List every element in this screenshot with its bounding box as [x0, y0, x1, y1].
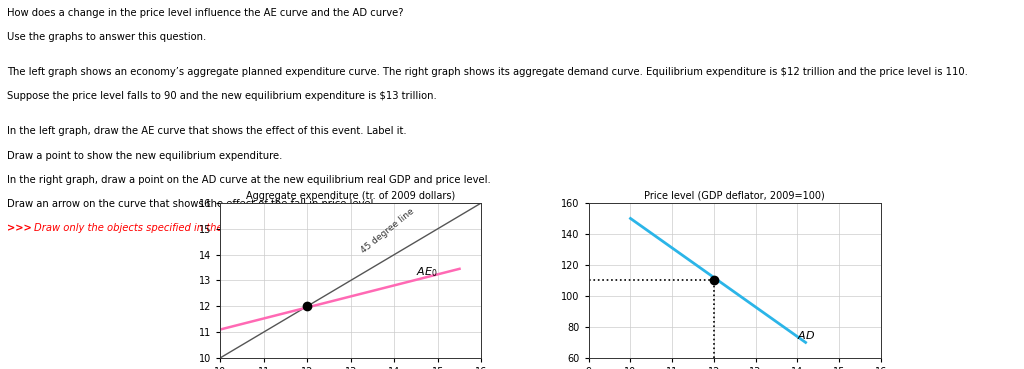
Text: Draw only the objects specified in the question.: Draw only the objects specified in the q…	[34, 223, 271, 233]
Text: Draw a point to show the new equilibrium expenditure.: Draw a point to show the new equilibrium…	[7, 151, 283, 161]
Text: Suppose the price level falls to 90 and the new equilibrium expenditure is $13 t: Suppose the price level falls to 90 and …	[7, 92, 437, 101]
Text: The left graph shows an economy’s aggregate planned expenditure curve. The right: The left graph shows an economy’s aggreg…	[7, 67, 968, 77]
Text: Draw an arrow on the curve that shows the effect of the fall in price level.: Draw an arrow on the curve that shows th…	[7, 199, 377, 209]
Text: $AE_0$: $AE_0$	[416, 265, 437, 279]
Title: Price level (GDP deflator, 2009=100): Price level (GDP deflator, 2009=100)	[644, 191, 825, 201]
Text: How does a change in the price level influence the AE curve and the AD curve?: How does a change in the price level inf…	[7, 8, 403, 18]
Text: >>>: >>>	[7, 223, 32, 233]
Text: 45 degree line: 45 degree line	[359, 206, 416, 255]
Title: Aggregate expenditure (tr. of 2009 dollars): Aggregate expenditure (tr. of 2009 dolla…	[246, 191, 456, 201]
Text: Use the graphs to answer this question.: Use the graphs to answer this question.	[7, 32, 207, 42]
Text: In the right graph, draw a point on the AD curve at the new equilibrium real GDP: In the right graph, draw a point on the …	[7, 175, 490, 185]
Text: $AD$: $AD$	[798, 329, 815, 341]
Text: In the left graph, draw the AE curve that shows the effect of this event. Label : In the left graph, draw the AE curve tha…	[7, 127, 407, 137]
